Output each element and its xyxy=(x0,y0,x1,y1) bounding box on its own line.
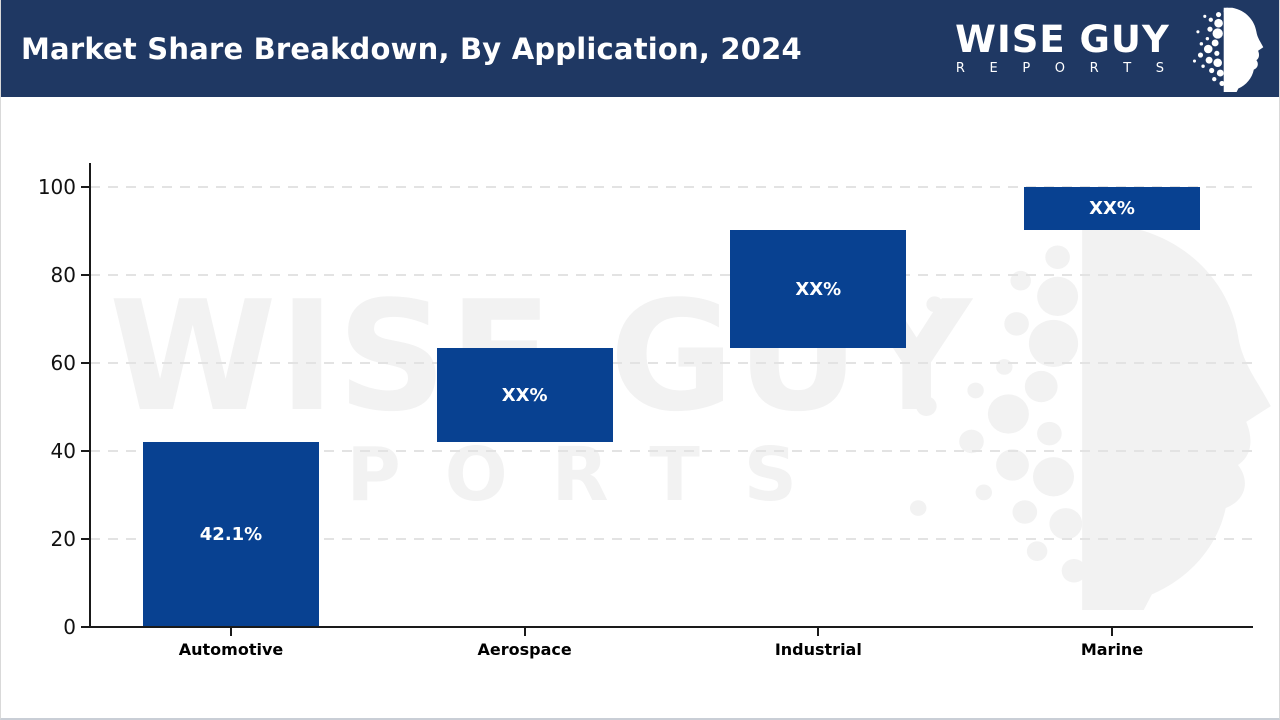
bar-value-label-marine: XX% xyxy=(1089,197,1135,219)
wise-guy-logo: WISE GUY R E P O R T S xyxy=(950,0,1265,97)
logo-subtitle: R E P O R T S xyxy=(955,61,1175,76)
gridline-20 xyxy=(90,538,1253,540)
chart-title: Market Share Breakdown, By Application, … xyxy=(21,31,802,66)
y-tick-80 xyxy=(81,274,89,276)
bar-value-label-industrial: XX% xyxy=(795,278,842,300)
y-tick-60 xyxy=(81,362,89,364)
y-tick-label-20: 20 xyxy=(50,527,76,551)
y-tick-40 xyxy=(81,450,89,452)
logo-text: WISE GUY R E P O R T S xyxy=(950,21,1175,76)
gridline-100 xyxy=(90,186,1253,188)
y-axis-line xyxy=(89,163,91,628)
bar-value-label-aerospace: XX% xyxy=(501,384,548,406)
y-tick-label-0: 0 xyxy=(63,615,76,639)
x-tick-label-marine: Marine xyxy=(1080,640,1144,659)
gridline-40 xyxy=(90,450,1253,452)
watermark-head-icon xyxy=(910,225,1271,610)
bar-marine: XX% xyxy=(1024,187,1200,230)
bar-automotive: 42.1% xyxy=(143,441,319,627)
y-tick-20 xyxy=(81,538,89,540)
bar-industrial: XX% xyxy=(730,229,907,349)
y-tick-label-80: 80 xyxy=(50,263,76,287)
y-tick-label-100: 100 xyxy=(37,175,76,199)
header-bar: Market Share Breakdown, By Application, … xyxy=(1,0,1279,97)
bar-aerospace: XX% xyxy=(436,348,613,442)
x-tick-label-aerospace: Aerospace xyxy=(477,640,572,659)
dotted-head-logo-icon xyxy=(1192,7,1264,92)
gridline-60 xyxy=(90,362,1253,364)
x-tick-industrial xyxy=(817,628,820,636)
gridline-80 xyxy=(90,274,1253,276)
x-tick-label-automotive: Automotive xyxy=(178,640,284,659)
x-tick-marine xyxy=(1111,628,1113,636)
x-tick-aerospace xyxy=(523,628,526,636)
y-tick-100 xyxy=(81,186,89,188)
bar-value-label-automotive: 42.1% xyxy=(199,523,263,545)
y-tick-0 xyxy=(81,626,89,628)
y-tick-label-60: 60 xyxy=(50,351,76,375)
x-axis-line xyxy=(89,626,1253,628)
y-tick-label-40: 40 xyxy=(50,439,76,463)
logo-wordmark: WISE GUY xyxy=(955,18,1170,61)
x-tick-automotive xyxy=(230,628,232,636)
x-tick-label-industrial: Industrial xyxy=(774,640,862,659)
